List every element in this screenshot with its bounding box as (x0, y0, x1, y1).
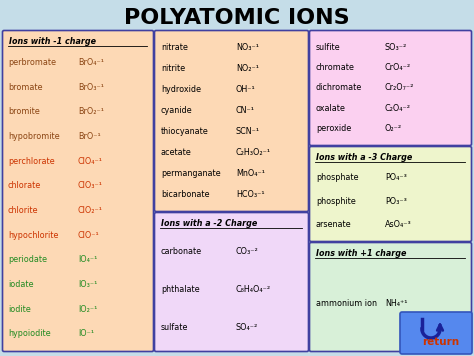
Text: peroxide: peroxide (316, 124, 351, 133)
Text: hypobromite: hypobromite (8, 132, 60, 141)
Text: IO₄⁻¹: IO₄⁻¹ (78, 255, 97, 264)
FancyBboxPatch shape (155, 31, 309, 211)
Text: bicarbonate: bicarbonate (161, 190, 210, 199)
FancyBboxPatch shape (2, 31, 154, 351)
Text: ClO₄⁻¹: ClO₄⁻¹ (78, 157, 103, 166)
Text: NO₃⁻¹: NO₃⁻¹ (236, 43, 259, 52)
Text: Ions with -1 charge: Ions with -1 charge (9, 37, 96, 46)
Text: BrO₃⁻¹: BrO₃⁻¹ (78, 83, 104, 91)
Text: hypochlorite: hypochlorite (8, 230, 58, 240)
Text: carbonate: carbonate (161, 246, 202, 256)
Text: sulfite: sulfite (316, 43, 341, 52)
Text: PO₄⁻³: PO₄⁻³ (385, 173, 407, 182)
Text: chlorite: chlorite (8, 206, 38, 215)
Text: C₂O₄⁻²: C₂O₄⁻² (385, 104, 411, 113)
Text: chromate: chromate (316, 63, 355, 72)
Text: Ions with a -2 Charge: Ions with a -2 Charge (161, 219, 257, 227)
Text: nitrite: nitrite (161, 64, 185, 73)
Text: BrO₄⁻¹: BrO₄⁻¹ (78, 58, 104, 67)
Text: iodate: iodate (8, 280, 34, 289)
Text: MnO₄⁻¹: MnO₄⁻¹ (236, 169, 265, 178)
Text: POLYATOMIC IONS: POLYATOMIC IONS (124, 8, 350, 28)
Text: PO₃⁻³: PO₃⁻³ (385, 197, 407, 205)
Text: hydroxide: hydroxide (161, 85, 201, 94)
Text: dichromate: dichromate (316, 84, 362, 93)
Text: NH₄⁺¹: NH₄⁺¹ (385, 299, 408, 309)
Text: phosphite: phosphite (316, 197, 356, 205)
Text: permanganate: permanganate (161, 169, 220, 178)
Text: chlorate: chlorate (8, 181, 41, 190)
FancyBboxPatch shape (310, 242, 472, 351)
Text: bromite: bromite (8, 107, 40, 116)
FancyBboxPatch shape (310, 31, 472, 146)
Text: CN⁻¹: CN⁻¹ (236, 106, 255, 115)
FancyBboxPatch shape (400, 312, 472, 354)
Text: C₈H₄O₄⁻²: C₈H₄O₄⁻² (236, 284, 271, 293)
Text: bromate: bromate (8, 83, 43, 91)
Text: C₂H₃O₂⁻¹: C₂H₃O₂⁻¹ (236, 148, 271, 157)
Text: AsO₄⁻³: AsO₄⁻³ (385, 220, 412, 229)
Text: oxalate: oxalate (316, 104, 346, 113)
Text: ClO⁻¹: ClO⁻¹ (78, 230, 100, 240)
Text: hypoiodite: hypoiodite (8, 329, 51, 338)
Text: acetate: acetate (161, 148, 192, 157)
Text: return: return (422, 337, 460, 347)
Text: IO₂⁻¹: IO₂⁻¹ (78, 304, 97, 314)
Text: NO₂⁻¹: NO₂⁻¹ (236, 64, 259, 73)
Text: ClO₃⁻¹: ClO₃⁻¹ (78, 181, 103, 190)
Text: perbromate: perbromate (8, 58, 56, 67)
Text: IO⁻¹: IO⁻¹ (78, 329, 94, 338)
Text: CrO₄⁻²: CrO₄⁻² (385, 63, 411, 72)
Text: IO₃⁻¹: IO₃⁻¹ (78, 280, 97, 289)
Text: CO₃⁻²: CO₃⁻² (236, 246, 259, 256)
Text: phosphate: phosphate (316, 173, 358, 182)
Text: nitrate: nitrate (161, 43, 188, 52)
Text: ammonium ion: ammonium ion (316, 299, 377, 309)
Text: SCN⁻¹: SCN⁻¹ (236, 127, 260, 136)
Text: thiocyanate: thiocyanate (161, 127, 209, 136)
Text: BrO₂⁻¹: BrO₂⁻¹ (78, 107, 104, 116)
Text: perchlorate: perchlorate (8, 157, 55, 166)
Text: SO₃⁻²: SO₃⁻² (385, 43, 407, 52)
Text: arsenate: arsenate (316, 220, 352, 229)
Text: sulfate: sulfate (161, 323, 188, 331)
Text: ClO₂⁻¹: ClO₂⁻¹ (78, 206, 103, 215)
Text: O₂⁻²: O₂⁻² (385, 124, 402, 133)
Text: periodate: periodate (8, 255, 47, 264)
Text: Ions with +1 charge: Ions with +1 charge (316, 248, 406, 257)
Text: BrO⁻¹: BrO⁻¹ (78, 132, 101, 141)
Text: SO₄⁻²: SO₄⁻² (236, 323, 258, 331)
Text: iodite: iodite (8, 304, 31, 314)
Text: Ions with a -3 Charge: Ions with a -3 Charge (316, 152, 412, 162)
Text: phthalate: phthalate (161, 284, 200, 293)
Text: cyanide: cyanide (161, 106, 192, 115)
FancyBboxPatch shape (155, 213, 309, 351)
Text: HCO₃⁻¹: HCO₃⁻¹ (236, 190, 264, 199)
Text: Cr₂O₇⁻²: Cr₂O₇⁻² (385, 84, 414, 93)
FancyBboxPatch shape (310, 147, 472, 241)
Text: OH⁻¹: OH⁻¹ (236, 85, 256, 94)
